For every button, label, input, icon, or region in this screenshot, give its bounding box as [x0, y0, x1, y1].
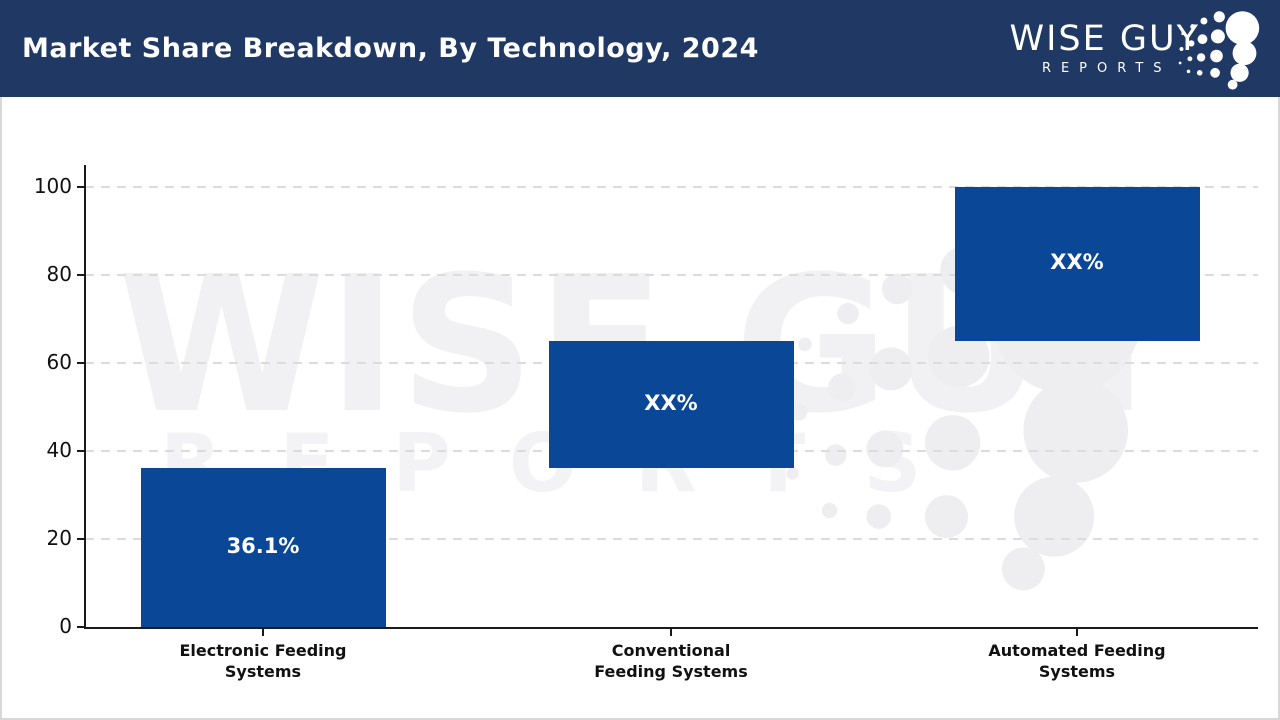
category-label-line: Feeding Systems: [594, 662, 748, 681]
category-label: Automated Feeding Systems: [917, 640, 1237, 682]
y-tick-mark: [77, 186, 85, 188]
y-tick-mark: [77, 362, 85, 364]
x-axis: [84, 627, 1258, 629]
y-axis: [84, 165, 86, 629]
gridline: [85, 274, 1258, 276]
y-tick-mark: [77, 538, 85, 540]
category-label-line: Automated Feeding: [988, 641, 1166, 660]
brand-tagline: REPORTS: [1041, 60, 1172, 76]
category-label-line: Conventional: [611, 641, 731, 660]
bar-value-label: XX%: [1050, 250, 1104, 274]
y-tick-label: 60: [46, 350, 72, 374]
x-tick-mark: [262, 629, 264, 636]
y-tick-label: 40: [46, 438, 72, 462]
bar-segment: [140, 468, 386, 627]
category-label: Electronic Feeding Systems: [103, 640, 423, 682]
y-tick-label: 0: [59, 614, 72, 638]
category-label-line: Systems: [1038, 662, 1116, 681]
x-tick-mark: [1076, 629, 1078, 636]
category-label-line: Electronic Feeding: [179, 641, 347, 660]
bar-value-label: XX%: [644, 390, 698, 415]
gridline: [85, 186, 1258, 188]
wiseguy-face-icon: [1178, 10, 1260, 90]
header: Market Share Breakdown, By Technology, 2…: [0, 0, 1280, 97]
page-title: Market Share Breakdown, By Technology, 2…: [22, 33, 759, 64]
y-tick-mark: [77, 274, 85, 276]
brand-name: WISE GUY: [1009, 18, 1200, 59]
brand-logo: WISE GUY REPORTS: [1009, 7, 1280, 91]
bar-segment: [954, 187, 1200, 341]
y-tick-mark: [77, 450, 85, 452]
y-tick-mark: [77, 626, 85, 628]
category-label-line: Systems: [224, 662, 302, 681]
bar-segment: [548, 341, 794, 469]
brand-logo-text: WISE GUY REPORTS: [1009, 18, 1200, 76]
y-tick-label: 20: [46, 526, 72, 550]
y-tick-label: 80: [46, 262, 72, 286]
bar-value-label: 36.1%: [226, 533, 300, 558]
category-label: Conventional Feeding Systems: [511, 640, 831, 682]
x-tick-mark: [670, 629, 672, 636]
y-tick-label: 100: [33, 174, 72, 198]
gridline: [85, 538, 1258, 540]
